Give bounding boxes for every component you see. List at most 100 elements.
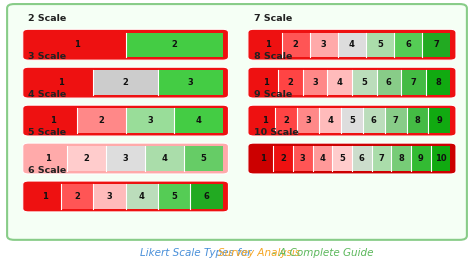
Text: 5: 5: [361, 78, 367, 87]
Text: 8: 8: [398, 154, 404, 163]
Text: 1: 1: [45, 154, 51, 163]
Bar: [426, 70, 450, 95]
FancyBboxPatch shape: [248, 105, 456, 136]
Bar: [401, 70, 426, 95]
Text: 8: 8: [435, 78, 441, 87]
Text: 2: 2: [123, 78, 128, 87]
Text: 1: 1: [264, 40, 271, 49]
Bar: [93, 70, 158, 95]
Bar: [67, 146, 106, 171]
Text: 4: 4: [327, 116, 333, 125]
Bar: [254, 33, 282, 57]
Text: 8 Scale: 8 Scale: [254, 52, 292, 61]
Text: 5 Scale: 5 Scale: [28, 128, 66, 137]
Text: 9: 9: [418, 154, 424, 163]
Bar: [106, 146, 145, 171]
Text: 1: 1: [42, 192, 47, 201]
Bar: [394, 33, 422, 57]
Bar: [376, 70, 401, 95]
Text: 1: 1: [262, 116, 267, 125]
Bar: [254, 108, 275, 133]
Text: 10: 10: [435, 154, 447, 163]
Text: 4: 4: [349, 40, 355, 49]
Bar: [28, 33, 126, 57]
Bar: [145, 146, 184, 171]
Bar: [332, 146, 352, 171]
Text: 6: 6: [386, 78, 392, 87]
Text: 6: 6: [405, 40, 411, 49]
Text: 4: 4: [319, 154, 325, 163]
Bar: [303, 70, 328, 95]
Text: 4: 4: [139, 192, 145, 201]
Bar: [184, 146, 223, 171]
Text: 3: 3: [305, 116, 311, 125]
Bar: [428, 108, 450, 133]
Bar: [363, 108, 385, 133]
Text: 2: 2: [288, 78, 293, 87]
Text: 2: 2: [99, 116, 104, 125]
Text: 4: 4: [196, 116, 201, 125]
Text: 2: 2: [84, 154, 90, 163]
Text: 2: 2: [280, 154, 286, 163]
Text: 9 Scale: 9 Scale: [254, 90, 292, 99]
Text: Survey Analysis: Survey Analysis: [218, 249, 301, 258]
Bar: [158, 184, 191, 209]
Bar: [341, 108, 363, 133]
Bar: [61, 184, 93, 209]
Text: 3: 3: [107, 192, 112, 201]
Text: 6: 6: [359, 154, 365, 163]
Bar: [126, 108, 174, 133]
Text: 7: 7: [393, 116, 399, 125]
Text: 2: 2: [293, 40, 299, 49]
FancyBboxPatch shape: [23, 181, 228, 212]
Text: 2: 2: [74, 192, 80, 201]
Text: 6: 6: [371, 116, 377, 125]
Text: 1: 1: [261, 154, 266, 163]
FancyBboxPatch shape: [23, 143, 228, 174]
Bar: [254, 70, 278, 95]
Bar: [352, 146, 372, 171]
Bar: [411, 146, 430, 171]
Text: 4: 4: [162, 154, 167, 163]
Bar: [372, 146, 392, 171]
Text: 5: 5: [349, 116, 355, 125]
Bar: [191, 184, 223, 209]
Bar: [422, 33, 450, 57]
FancyBboxPatch shape: [23, 67, 228, 98]
Text: 3: 3: [312, 78, 318, 87]
Text: 10 Scale: 10 Scale: [254, 128, 298, 137]
FancyBboxPatch shape: [248, 143, 456, 174]
Text: 5: 5: [201, 154, 206, 163]
Text: 1: 1: [263, 78, 269, 87]
Bar: [313, 146, 332, 171]
FancyBboxPatch shape: [248, 29, 456, 60]
Bar: [407, 108, 428, 133]
Text: 5: 5: [339, 154, 345, 163]
Text: 4: 4: [337, 78, 343, 87]
Text: 3: 3: [188, 78, 193, 87]
Bar: [254, 146, 273, 171]
Bar: [28, 184, 61, 209]
Bar: [391, 146, 411, 171]
Bar: [366, 33, 394, 57]
Text: 5: 5: [171, 192, 177, 201]
Bar: [93, 184, 126, 209]
Text: - A Complete Guide: - A Complete Guide: [269, 249, 374, 258]
Bar: [338, 33, 366, 57]
Text: 6: 6: [204, 192, 210, 201]
Bar: [126, 184, 158, 209]
Text: 1: 1: [74, 40, 80, 49]
FancyBboxPatch shape: [23, 29, 228, 60]
Text: 3: 3: [123, 154, 128, 163]
Bar: [278, 70, 303, 95]
Bar: [430, 146, 450, 171]
Text: 7 Scale: 7 Scale: [254, 14, 292, 23]
FancyBboxPatch shape: [23, 105, 228, 136]
Bar: [385, 108, 407, 133]
Text: 9: 9: [437, 116, 442, 125]
Bar: [319, 108, 341, 133]
Bar: [77, 108, 126, 133]
Text: 1: 1: [58, 78, 64, 87]
Text: 6 Scale: 6 Scale: [28, 166, 67, 175]
Bar: [310, 33, 338, 57]
